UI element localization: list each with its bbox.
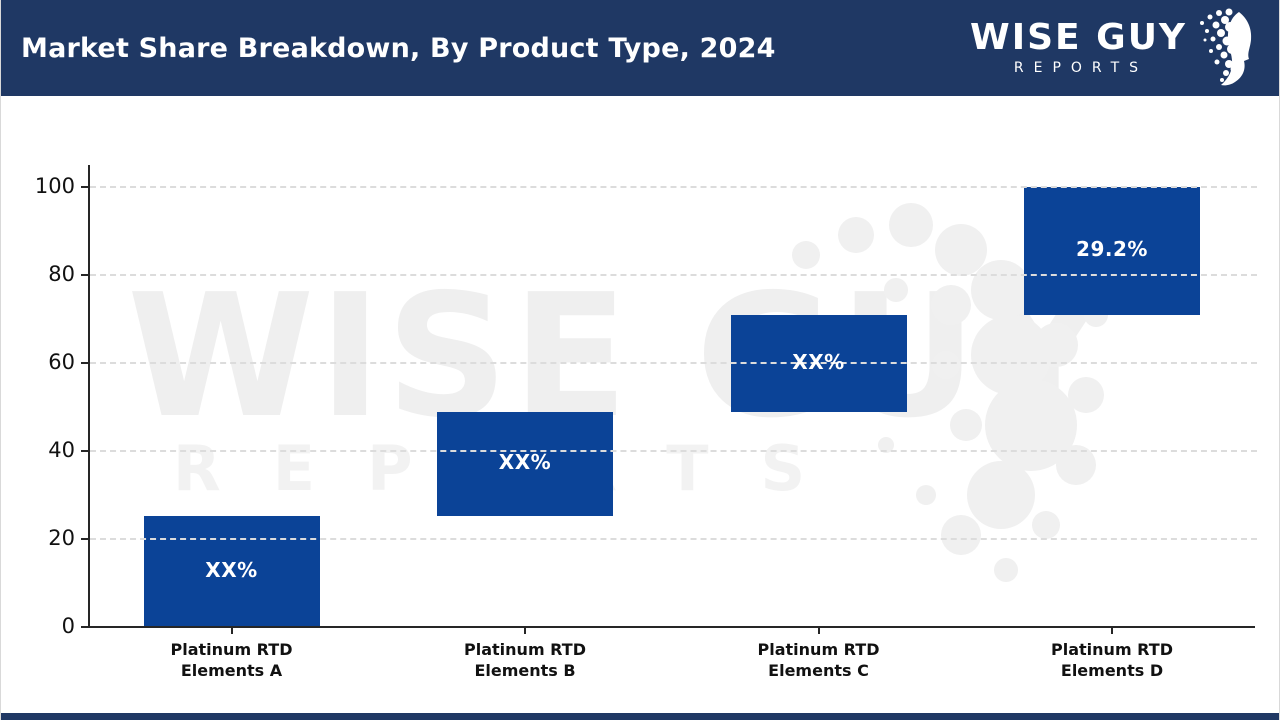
page-title: Market Share Breakdown, By Product Type,… xyxy=(21,32,776,64)
y-tick-mark xyxy=(81,626,88,628)
y-axis-line xyxy=(88,165,90,628)
grid-line xyxy=(90,538,1257,540)
wise-guy-logo: WISE GUY REPORTS xyxy=(970,8,1253,88)
y-tick-mark xyxy=(81,538,88,540)
x-tick-mark xyxy=(817,627,820,634)
y-tick-mark xyxy=(81,186,88,188)
y-tick-label: 0 xyxy=(61,614,75,638)
bar-value-label: XX% xyxy=(205,557,258,582)
logo-head-icon xyxy=(1200,8,1252,86)
y-tick-mark xyxy=(81,274,88,276)
logo-subtitle: REPORTS xyxy=(1013,60,1149,76)
bar-value-label: XX% xyxy=(792,349,845,374)
x-category-label: Platinum RTD Elements D xyxy=(1051,640,1173,680)
x-category-label: Platinum RTD Elements C xyxy=(757,640,880,680)
y-tick-label: 60 xyxy=(48,350,75,374)
y-tick-mark xyxy=(81,362,88,364)
logo-wordmark: WISE GUY REPORTS xyxy=(969,17,1187,77)
y-tick-label: 20 xyxy=(48,526,75,550)
x-axis-line xyxy=(88,626,1255,628)
grid-line xyxy=(90,186,1257,188)
bar-segment xyxy=(1024,187,1200,316)
bar-value-label: 29.2% xyxy=(1076,237,1148,262)
grid-line xyxy=(90,274,1257,276)
y-tick-label: 100 xyxy=(34,174,75,198)
footer-bar xyxy=(1,713,1279,720)
grid-line xyxy=(90,450,1257,452)
y-tick-label: 80 xyxy=(48,262,75,286)
x-tick-mark xyxy=(230,627,233,634)
x-tick-mark xyxy=(524,627,526,634)
x-category-label: Platinum RTD Elements A xyxy=(170,640,293,680)
y-tick-label: 40 xyxy=(48,438,75,462)
bar-segment xyxy=(437,411,613,517)
bar-segment xyxy=(143,516,320,627)
bar-value-label: XX% xyxy=(498,449,552,474)
x-category-label: Platinum RTD Elements B xyxy=(464,640,586,680)
header: Market Share Breakdown, By Product Type,… xyxy=(1,0,1279,96)
grid-line xyxy=(90,362,1257,364)
logo-name: WISE GUY xyxy=(969,17,1187,58)
y-tick-mark xyxy=(81,450,88,452)
x-tick-mark xyxy=(1111,627,1113,634)
